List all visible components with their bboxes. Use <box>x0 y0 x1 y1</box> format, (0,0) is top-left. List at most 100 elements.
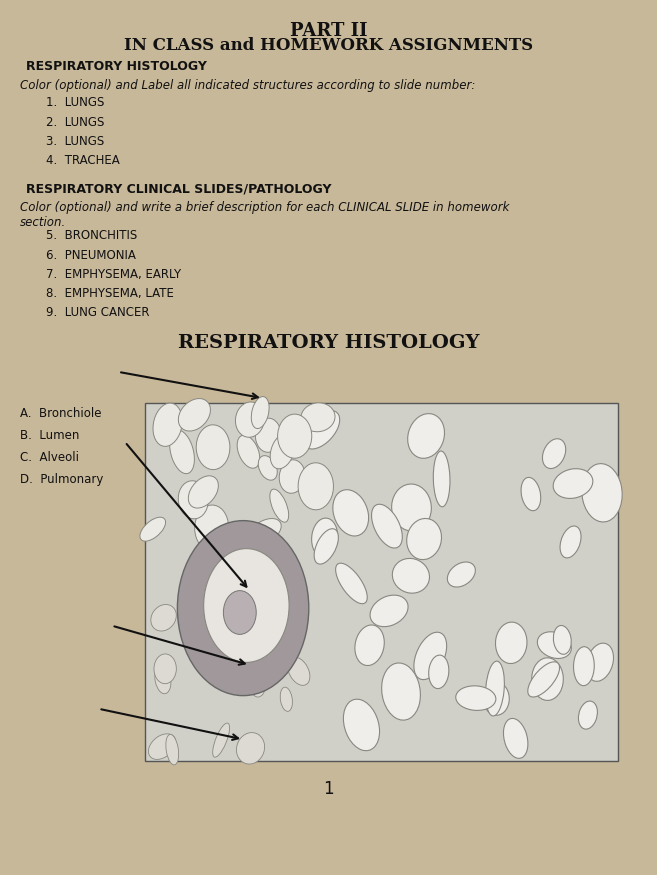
Ellipse shape <box>484 682 509 715</box>
Ellipse shape <box>311 518 338 557</box>
Ellipse shape <box>414 633 447 680</box>
Text: RESPIRATORY HISTOLOGY: RESPIRATORY HISTOLOGY <box>178 334 479 353</box>
Text: 3.  LUNGS: 3. LUNGS <box>46 135 104 148</box>
Ellipse shape <box>204 625 214 641</box>
Ellipse shape <box>314 528 338 564</box>
Ellipse shape <box>355 625 384 666</box>
Ellipse shape <box>218 608 242 626</box>
Ellipse shape <box>225 629 250 650</box>
Ellipse shape <box>153 403 182 446</box>
Ellipse shape <box>166 734 179 765</box>
Ellipse shape <box>288 657 310 685</box>
Text: 2.  LUNGS: 2. LUNGS <box>46 116 104 129</box>
Ellipse shape <box>194 505 229 550</box>
Ellipse shape <box>528 662 560 697</box>
Ellipse shape <box>574 647 594 686</box>
Text: RESPIRATORY CLINICAL SLIDES/PATHOLOGY: RESPIRATORY CLINICAL SLIDES/PATHOLOGY <box>26 182 332 195</box>
Ellipse shape <box>256 418 281 452</box>
Text: D.  Pulmonary: D. Pulmonary <box>20 473 103 486</box>
Ellipse shape <box>148 734 175 760</box>
Ellipse shape <box>428 655 449 689</box>
Ellipse shape <box>553 626 572 654</box>
Ellipse shape <box>281 687 292 711</box>
Ellipse shape <box>178 398 210 431</box>
Ellipse shape <box>140 517 166 541</box>
Text: 4.  TRACHEA: 4. TRACHEA <box>46 154 120 167</box>
Ellipse shape <box>237 732 265 764</box>
Ellipse shape <box>301 402 335 431</box>
Ellipse shape <box>213 723 229 757</box>
Ellipse shape <box>235 402 264 438</box>
Text: Color (optional) and write a brief description for each CLINICAL SLIDE in homewo: Color (optional) and write a brief descr… <box>20 201 509 229</box>
Ellipse shape <box>249 519 281 544</box>
Ellipse shape <box>254 651 275 679</box>
Ellipse shape <box>392 484 432 531</box>
Ellipse shape <box>336 564 367 604</box>
Ellipse shape <box>270 433 295 469</box>
Ellipse shape <box>370 595 408 626</box>
Ellipse shape <box>495 622 527 663</box>
Ellipse shape <box>382 663 420 720</box>
Ellipse shape <box>408 414 445 459</box>
Ellipse shape <box>252 679 265 697</box>
Text: 6.  PNEUMONIA: 6. PNEUMONIA <box>46 248 136 262</box>
Ellipse shape <box>198 592 229 611</box>
Ellipse shape <box>560 526 581 558</box>
Ellipse shape <box>270 489 288 522</box>
Ellipse shape <box>151 605 176 631</box>
Text: C.  Alveoli: C. Alveoli <box>20 451 79 464</box>
Ellipse shape <box>392 558 430 593</box>
Ellipse shape <box>532 658 563 700</box>
Text: 1: 1 <box>323 780 334 799</box>
Circle shape <box>223 591 256 634</box>
Text: IN CLASS and HOMEWORK ASSIGNMENTS: IN CLASS and HOMEWORK ASSIGNMENTS <box>124 37 533 53</box>
Ellipse shape <box>155 665 171 694</box>
Ellipse shape <box>434 451 450 507</box>
Ellipse shape <box>218 611 242 643</box>
Ellipse shape <box>456 686 496 710</box>
Ellipse shape <box>372 504 402 548</box>
Text: Color (optional) and Label all indicated structures according to slide number:: Color (optional) and Label all indicated… <box>20 79 475 92</box>
Text: B.  Lumen: B. Lumen <box>20 429 79 442</box>
Ellipse shape <box>258 456 277 480</box>
Ellipse shape <box>333 490 369 536</box>
Ellipse shape <box>219 668 238 688</box>
Ellipse shape <box>238 645 255 661</box>
Text: 7.  EMPHYSEMA, EARLY: 7. EMPHYSEMA, EARLY <box>46 268 181 281</box>
Ellipse shape <box>251 396 269 429</box>
Ellipse shape <box>237 435 260 468</box>
Ellipse shape <box>178 480 208 519</box>
Circle shape <box>177 521 309 696</box>
Ellipse shape <box>537 632 572 659</box>
Text: PART II: PART II <box>290 22 367 40</box>
FancyBboxPatch shape <box>145 402 618 761</box>
Text: 1.  LUNGS: 1. LUNGS <box>46 96 104 109</box>
Ellipse shape <box>447 562 476 587</box>
Ellipse shape <box>407 519 442 560</box>
Ellipse shape <box>521 478 541 511</box>
Ellipse shape <box>154 654 176 683</box>
Ellipse shape <box>170 430 194 473</box>
Ellipse shape <box>344 699 380 751</box>
Text: A.  Bronchiole: A. Bronchiole <box>20 407 101 420</box>
Text: 9.  LUNG CANCER: 9. LUNG CANCER <box>46 306 150 319</box>
Ellipse shape <box>279 459 305 493</box>
Text: 8.  EMPHYSEMA, LATE: 8. EMPHYSEMA, LATE <box>46 287 174 300</box>
Ellipse shape <box>582 464 622 522</box>
Ellipse shape <box>298 463 334 510</box>
Ellipse shape <box>278 414 312 459</box>
Ellipse shape <box>486 662 505 716</box>
Ellipse shape <box>189 476 218 508</box>
Ellipse shape <box>586 643 614 682</box>
Ellipse shape <box>196 425 230 470</box>
Text: RESPIRATORY HISTOLOGY: RESPIRATORY HISTOLOGY <box>26 60 207 73</box>
Ellipse shape <box>553 469 593 499</box>
Ellipse shape <box>543 438 566 468</box>
Circle shape <box>204 549 289 662</box>
Ellipse shape <box>503 718 528 759</box>
Text: 5.  BRONCHITIS: 5. BRONCHITIS <box>46 229 137 242</box>
Ellipse shape <box>225 617 241 646</box>
Ellipse shape <box>578 701 597 729</box>
Ellipse shape <box>303 410 340 449</box>
Ellipse shape <box>204 638 224 665</box>
